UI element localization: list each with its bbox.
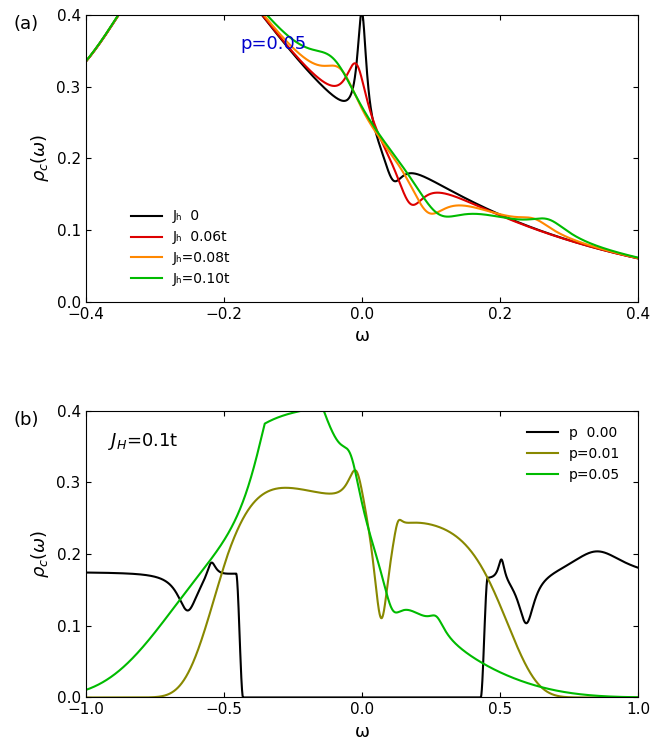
Text: (a): (a): [14, 15, 39, 33]
Text: p=0.05: p=0.05: [240, 35, 307, 53]
Legend: p  0.00, p=0.01, p=0.05: p 0.00, p=0.01, p=0.05: [522, 421, 626, 487]
Y-axis label: $\rho_c(\omega)$: $\rho_c(\omega)$: [29, 530, 51, 578]
Text: (b): (b): [14, 410, 39, 429]
Y-axis label: $\rho_c(\omega)$: $\rho_c(\omega)$: [29, 134, 51, 183]
Legend: Jₕ  0, Jₕ  0.06t, Jₕ=0.08t, Jₕ=0.10t: Jₕ 0, Jₕ 0.06t, Jₕ=0.08t, Jₕ=0.10t: [126, 204, 236, 292]
X-axis label: ω: ω: [355, 327, 369, 345]
X-axis label: ω: ω: [355, 723, 369, 741]
Text: $J_H$=0.1t: $J_H$=0.1t: [108, 431, 178, 452]
